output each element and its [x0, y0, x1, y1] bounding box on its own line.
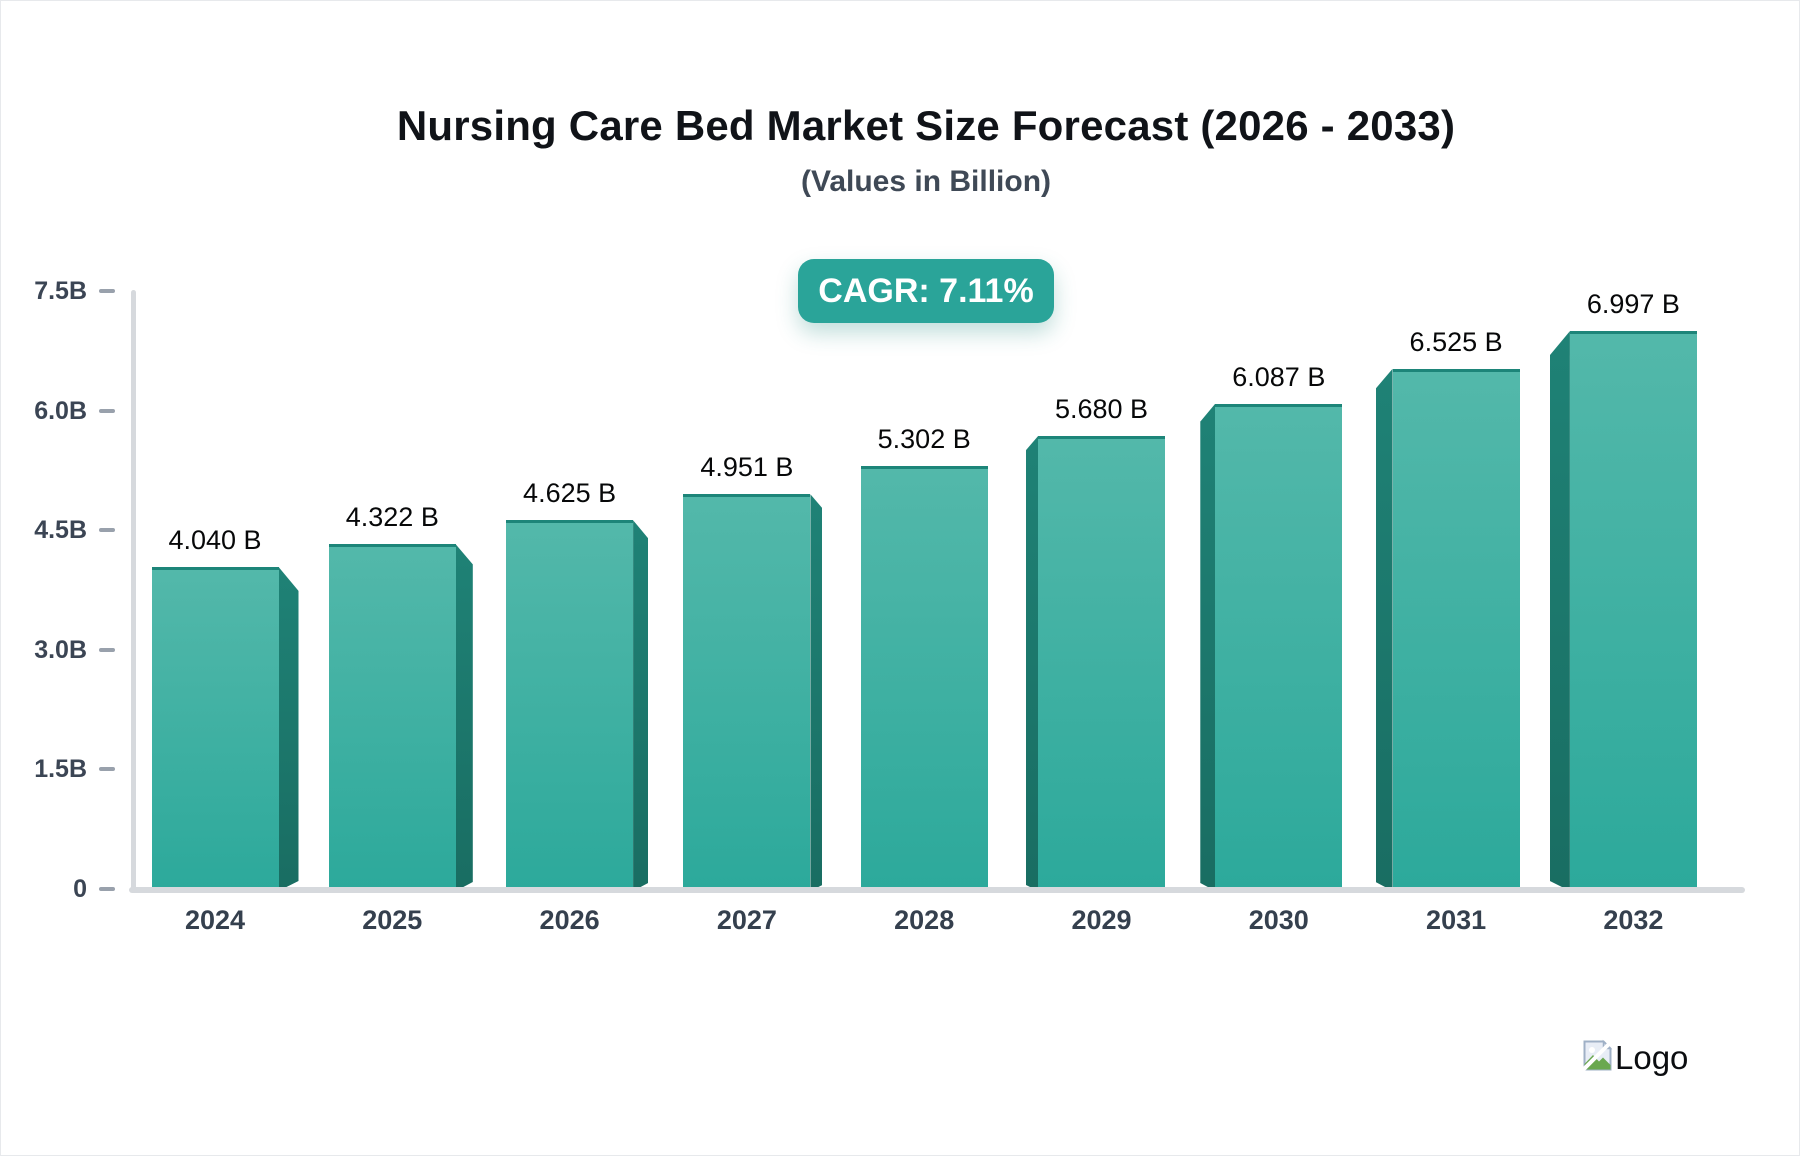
y-tick-mark [99, 767, 115, 772]
y-tick-label: 4.5B [34, 516, 87, 545]
y-tick-mark [99, 528, 115, 533]
cagr-badge: CAGR: 7.11% [798, 259, 1054, 323]
x-tick-label-2032: 2032 [1603, 905, 1664, 935]
y-tick-label: 3.0B [34, 635, 87, 664]
bar-2027 [683, 494, 811, 891]
logo-text: Logo [1615, 1039, 1689, 1076]
y-tick-label: 6.0B [34, 396, 87, 425]
y-tick-mark [99, 647, 115, 652]
bar-value-label-2024: 4.040 B [168, 524, 262, 555]
bar-2031 [1392, 368, 1520, 891]
bar-value-label-2026: 4.625 B [523, 478, 617, 509]
broken-image-icon [1582, 1039, 1613, 1072]
logo: Logo [1582, 1039, 1688, 1074]
bar-2025 [328, 544, 456, 891]
bar-side-face-2025 [456, 544, 473, 891]
bar-2030 [1215, 403, 1343, 891]
bar-value-label-2029: 5.680 B [1054, 394, 1149, 425]
y-tick-mark [99, 289, 115, 293]
bar-value-label-2032: 6.997 B [1586, 289, 1680, 320]
chart-title: Nursing Care Bed Market Size Forecast (2… [396, 102, 1456, 149]
x-tick-label-2024: 2024 [184, 905, 246, 935]
x-tick-label-2027: 2027 [716, 905, 777, 935]
x-tick-label-2025: 2025 [362, 905, 423, 935]
bar-side-face-2027 [810, 494, 822, 891]
y-tick-mark [99, 408, 115, 413]
bar-2026 [506, 520, 634, 891]
bar-value-label-2028: 5.302 B [877, 424, 971, 455]
cagr-badge-label: CAGR: 7.11% [818, 271, 1034, 310]
bar-2028 [860, 466, 988, 891]
x-tick-label-2030: 2030 [1248, 905, 1309, 935]
bar-value-label-2027: 4.951 B [700, 452, 794, 483]
x-tick-label-2031: 2031 [1426, 905, 1487, 935]
bar-value-label-2025: 4.322 B [345, 502, 439, 533]
x-tick-label-2026: 2026 [539, 905, 600, 935]
bar-side-face-2026 [633, 520, 648, 891]
y-tick-mark [99, 887, 115, 891]
bar-side-face-2032 [1550, 331, 1570, 891]
chart-subtitle: (Values in Billion) [800, 165, 1052, 198]
bar-value-label-2030: 6.087 B [1232, 361, 1326, 392]
bar-side-face-2030 [1200, 404, 1215, 891]
bar-2032 [1569, 331, 1697, 891]
y-tick-label: 1.5B [34, 755, 87, 784]
y-tick-label: 7.5B [34, 277, 87, 305]
bar-side-face-2031 [1376, 369, 1393, 891]
x-axis-line [129, 887, 1745, 893]
y-axis-line [131, 290, 136, 892]
bar-side-face-2024 [279, 567, 299, 891]
bar-2029 [1038, 436, 1165, 891]
bar-2024 [151, 566, 279, 891]
bar-side-face-2029 [1026, 436, 1038, 891]
x-tick-label-2029: 2029 [1071, 905, 1132, 935]
bar-value-label-2031: 6.525 B [1409, 326, 1503, 357]
x-tick-label-2028: 2028 [894, 905, 955, 935]
y-tick-label: 0 [73, 875, 87, 903]
